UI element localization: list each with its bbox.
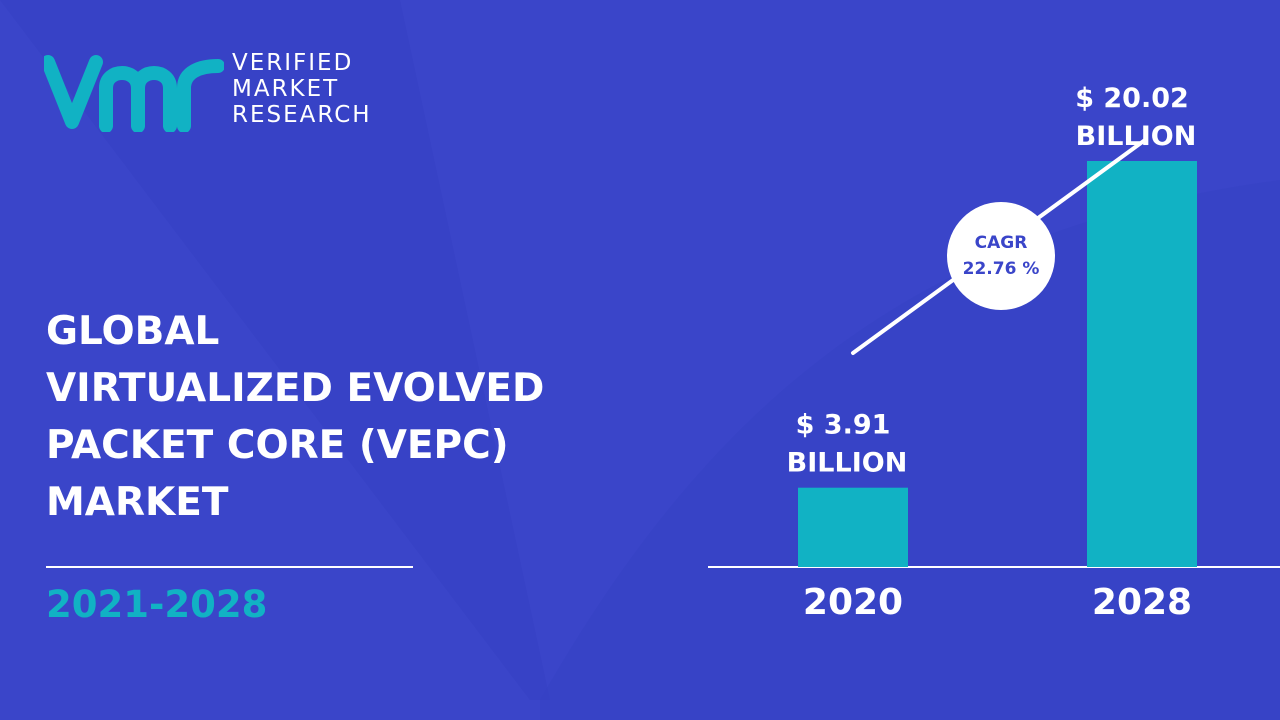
title-line: MARKET (46, 480, 229, 525)
forecast-period: 2021-2028 (46, 583, 268, 626)
cagr-value: 22.76 % (963, 259, 1040, 279)
bar-2020 (798, 487, 908, 567)
vmr-logo-icon (44, 55, 224, 132)
data-label-value: $ 3.91 (796, 410, 891, 441)
title-line: VIRTUALIZED EVOLVED (46, 366, 545, 411)
title-divider (46, 566, 413, 568)
x-tick-label: 2020 (803, 582, 903, 623)
brand-logo: VERIFIED MARKET RESEARCH (44, 48, 404, 132)
data-label-unit: BILLION (787, 448, 908, 479)
cagr-label: CAGR (975, 233, 1028, 253)
brand-name: VERIFIED MARKET RESEARCH (232, 50, 372, 128)
data-label-value: $ 20.02 (1075, 83, 1189, 114)
title-line: GLOBAL (46, 309, 220, 354)
bar-2028 (1087, 160, 1197, 568)
x-tick-label: 2028 (1092, 582, 1192, 623)
cagr-badge (947, 202, 1055, 310)
brand-line-verified: VERIFIED (232, 50, 354, 76)
brand-line-research: RESEARCH (232, 102, 372, 128)
title-line: PACKET CORE (VEPC) (46, 423, 509, 468)
page-title: GLOBAL VIRTUALIZED EVOLVED PACKET CORE (… (46, 303, 646, 531)
brand-line-market: MARKET (232, 76, 340, 102)
